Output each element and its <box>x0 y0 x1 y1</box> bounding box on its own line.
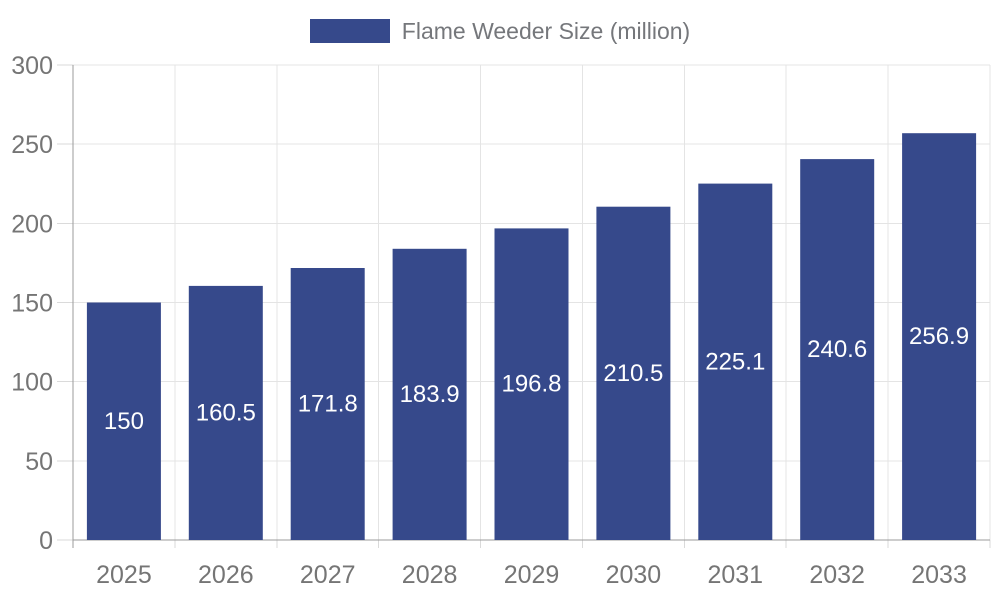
bar-value-label: 150 <box>104 408 144 435</box>
y-tick-label: 100 <box>11 369 53 397</box>
bar-2028[interactable] <box>392 248 467 541</box>
bar-2029[interactable] <box>494 228 569 540</box>
bar-2025[interactable] <box>86 302 161 541</box>
bar-value-label: 160.5 <box>196 399 256 426</box>
y-tick-label: 250 <box>11 131 53 159</box>
y-tick-label: 200 <box>11 210 53 238</box>
x-tick-label: 2030 <box>606 561 662 589</box>
x-tick-label: 2028 <box>402 561 458 589</box>
bar-value-label: 171.8 <box>298 390 358 417</box>
x-tick-label: 2027 <box>300 561 356 589</box>
x-tick-label: 2033 <box>911 561 967 589</box>
x-tick-label: 2025 <box>96 561 152 589</box>
bar-value-label: 196.8 <box>501 371 561 398</box>
bar-value-label: 210.5 <box>603 360 663 387</box>
x-tick-label: 2032 <box>809 561 865 589</box>
y-tick-label: 0 <box>39 527 53 555</box>
x-tick-label: 2029 <box>504 561 560 589</box>
x-tick-label: 2026 <box>198 561 254 589</box>
y-tick-label: 50 <box>25 448 53 476</box>
y-tick-label: 300 <box>11 52 53 80</box>
bar-2030[interactable] <box>596 206 671 540</box>
bar-2027[interactable] <box>290 268 365 540</box>
bar-value-label: 225.1 <box>705 348 765 375</box>
legend-label: Flame Weeder Size (million) <box>401 18 691 44</box>
legend-swatch <box>309 19 390 43</box>
bar-value-label: 256.9 <box>909 323 969 350</box>
bar-2033[interactable] <box>902 133 977 540</box>
bar-2031[interactable] <box>698 183 773 540</box>
bar-value-label: 183.9 <box>400 381 460 408</box>
legend[interactable]: Flame Weeder Size (million) <box>0 19 1000 43</box>
bar-value-label: 240.6 <box>807 336 867 363</box>
bar-2026[interactable] <box>188 285 263 540</box>
y-tick-label: 150 <box>11 290 53 318</box>
bar-2032[interactable] <box>800 159 875 540</box>
x-tick-label: 2031 <box>707 561 763 589</box>
